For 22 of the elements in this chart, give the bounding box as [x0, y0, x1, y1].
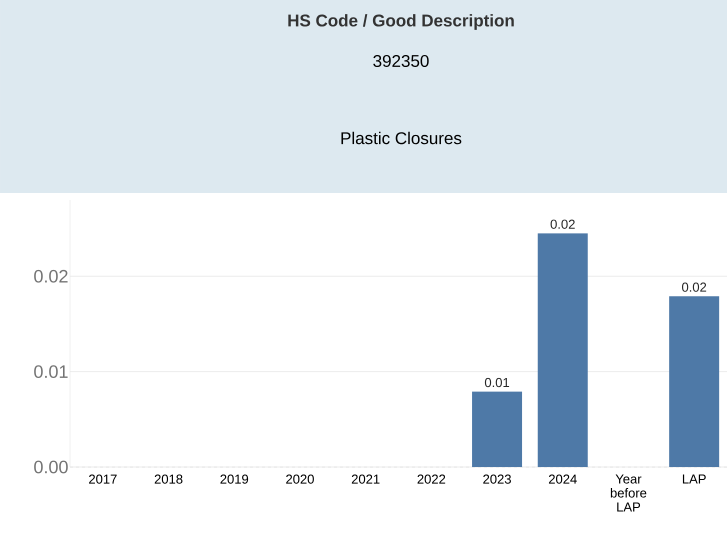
- x-tick-label: 2019: [220, 474, 248, 484]
- x-tick-label: 2024: [548, 474, 577, 484]
- x-tick-label: 2022: [418, 474, 446, 484]
- bar: [472, 392, 522, 467]
- bar: [669, 296, 720, 467]
- bar: [538, 233, 588, 467]
- chart-subtitle: 392350: [373, 54, 429, 68]
- x-tick-label: 2023: [483, 474, 511, 484]
- text: Plastic Closures: [341, 132, 462, 144]
- x-tick-label: LAP: [682, 474, 706, 484]
- x-tick-label: 2021: [352, 474, 380, 484]
- data-label: 0.02: [682, 282, 706, 292]
- x-tick-label: 2017: [89, 474, 117, 484]
- y-tick-label: 0.00: [34, 460, 68, 474]
- y-tick-label: 0.02: [34, 270, 68, 283]
- x-tick-label: 2018: [154, 474, 182, 484]
- y-tick-label: 0.01: [34, 365, 68, 378]
- x-tick-label: Year before LAP: [610, 474, 646, 512]
- x-tick-label: 2020: [286, 474, 314, 484]
- data-label: 0.01: [484, 378, 510, 388]
- chart-title: HS Code / Good Description: [288, 14, 514, 30]
- data-label: 0.02: [550, 220, 575, 229]
